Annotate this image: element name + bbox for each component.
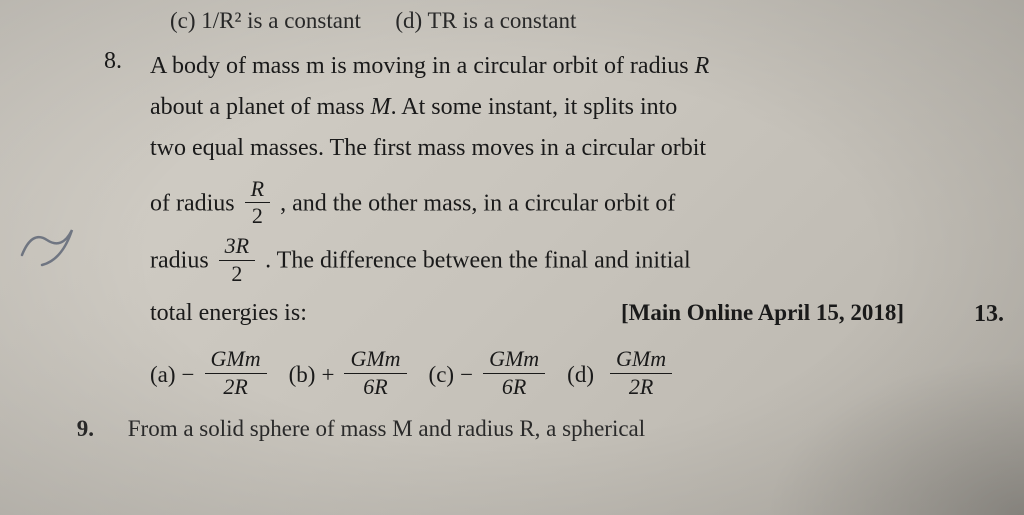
- fraction-numerator: GMm: [483, 346, 545, 373]
- option-a-label: (a): [150, 357, 176, 393]
- question-line-2: about a planet of mass M. At some instan…: [150, 89, 904, 126]
- question-8: 8. A body of mass m is moving in a circu…: [40, 48, 984, 402]
- option-d-label: (d): [567, 357, 594, 393]
- question-number: 8.: [40, 48, 150, 75]
- question-line-3: two equal masses. The first mass moves i…: [150, 130, 904, 167]
- fraction-R-over-2: R 2: [245, 176, 270, 230]
- text-segment: radius: [150, 248, 215, 274]
- prev-opt-d-label: (d): [395, 8, 422, 33]
- next-question-partial: 9. From a solid sphere of mass M and rad…: [40, 416, 984, 442]
- pen-scribble-icon: [12, 210, 82, 280]
- previous-question-options: (c) 1/R² is a constant (d) TR is a const…: [40, 8, 984, 34]
- question-line-1: A body of mass m is moving in a circular…: [150, 48, 904, 85]
- fraction-numerator: 3R: [219, 233, 255, 260]
- question-line-5: radius 3R 2 . The difference between the…: [150, 235, 904, 289]
- option-b: (b) + GMm 6R: [289, 348, 411, 402]
- fraction-denominator: 2R: [610, 374, 672, 400]
- text-segment: , and the other mass, in a circular orbi…: [280, 190, 675, 216]
- fraction-numerator: GMm: [344, 346, 406, 373]
- side-question-number: 13.: [974, 296, 1004, 333]
- exam-source: [Main Online April 15, 2018]: [621, 295, 904, 331]
- fraction-3R-over-2: 3R 2: [219, 233, 255, 287]
- question-line-6: total energies is:: [150, 295, 307, 332]
- answer-options: (a) − GMm 2R (b) + GMm 6R (c): [150, 348, 904, 402]
- option-d-fraction: GMm 2R: [610, 346, 672, 400]
- option-b-sign: +: [321, 357, 334, 393]
- variable-M: M: [371, 94, 391, 120]
- text-segment: A body of mass m is moving in a circular…: [150, 53, 695, 79]
- option-a-sign: −: [182, 357, 195, 393]
- question-line-4: of radius R 2 , and the other mass, in a…: [150, 178, 904, 232]
- fraction-denominator: 2: [245, 203, 270, 229]
- option-c-label: (c): [429, 357, 455, 393]
- fraction-numerator: GMm: [610, 346, 672, 373]
- option-a-fraction: GMm 2R: [205, 346, 267, 400]
- fraction-numerator: R: [245, 176, 270, 203]
- option-b-label: (b): [289, 357, 316, 393]
- fraction-denominator: 2: [219, 261, 255, 287]
- question-body: A body of mass m is moving in a circular…: [150, 48, 984, 402]
- option-c-fraction: GMm 6R: [483, 346, 545, 400]
- option-b-fraction: GMm 6R: [344, 346, 406, 400]
- source-row: total energies is: [Main Online April 15…: [150, 295, 904, 332]
- fraction-denominator: 2R: [205, 374, 267, 400]
- prev-opt-c-label: (c): [170, 8, 196, 33]
- prev-opt-c-text: 1/R² is a constant: [201, 8, 361, 33]
- next-question-text: From a solid sphere of mass M and radius…: [128, 416, 645, 441]
- fraction-denominator: 6R: [344, 374, 406, 400]
- text-segment: of radius: [150, 190, 241, 216]
- fraction-numerator: GMm: [205, 346, 267, 373]
- next-question-number: 9.: [40, 416, 122, 442]
- fraction-denominator: 6R: [483, 374, 545, 400]
- text-segment: . The difference between the final and i…: [265, 248, 691, 274]
- option-a: (a) − GMm 2R: [150, 348, 271, 402]
- option-c-sign: −: [460, 357, 473, 393]
- variable-R: R: [695, 53, 710, 79]
- prev-opt-d-text: TR is a constant: [428, 8, 577, 33]
- page: (c) 1/R² is a constant (d) TR is a const…: [0, 0, 1024, 442]
- text-segment: . At some instant, it splits into: [391, 94, 678, 120]
- text-segment: about a planet of mass: [150, 94, 371, 120]
- option-d: (d) GMm 2R: [567, 348, 676, 402]
- option-c: (c) − GMm 6R: [429, 348, 550, 402]
